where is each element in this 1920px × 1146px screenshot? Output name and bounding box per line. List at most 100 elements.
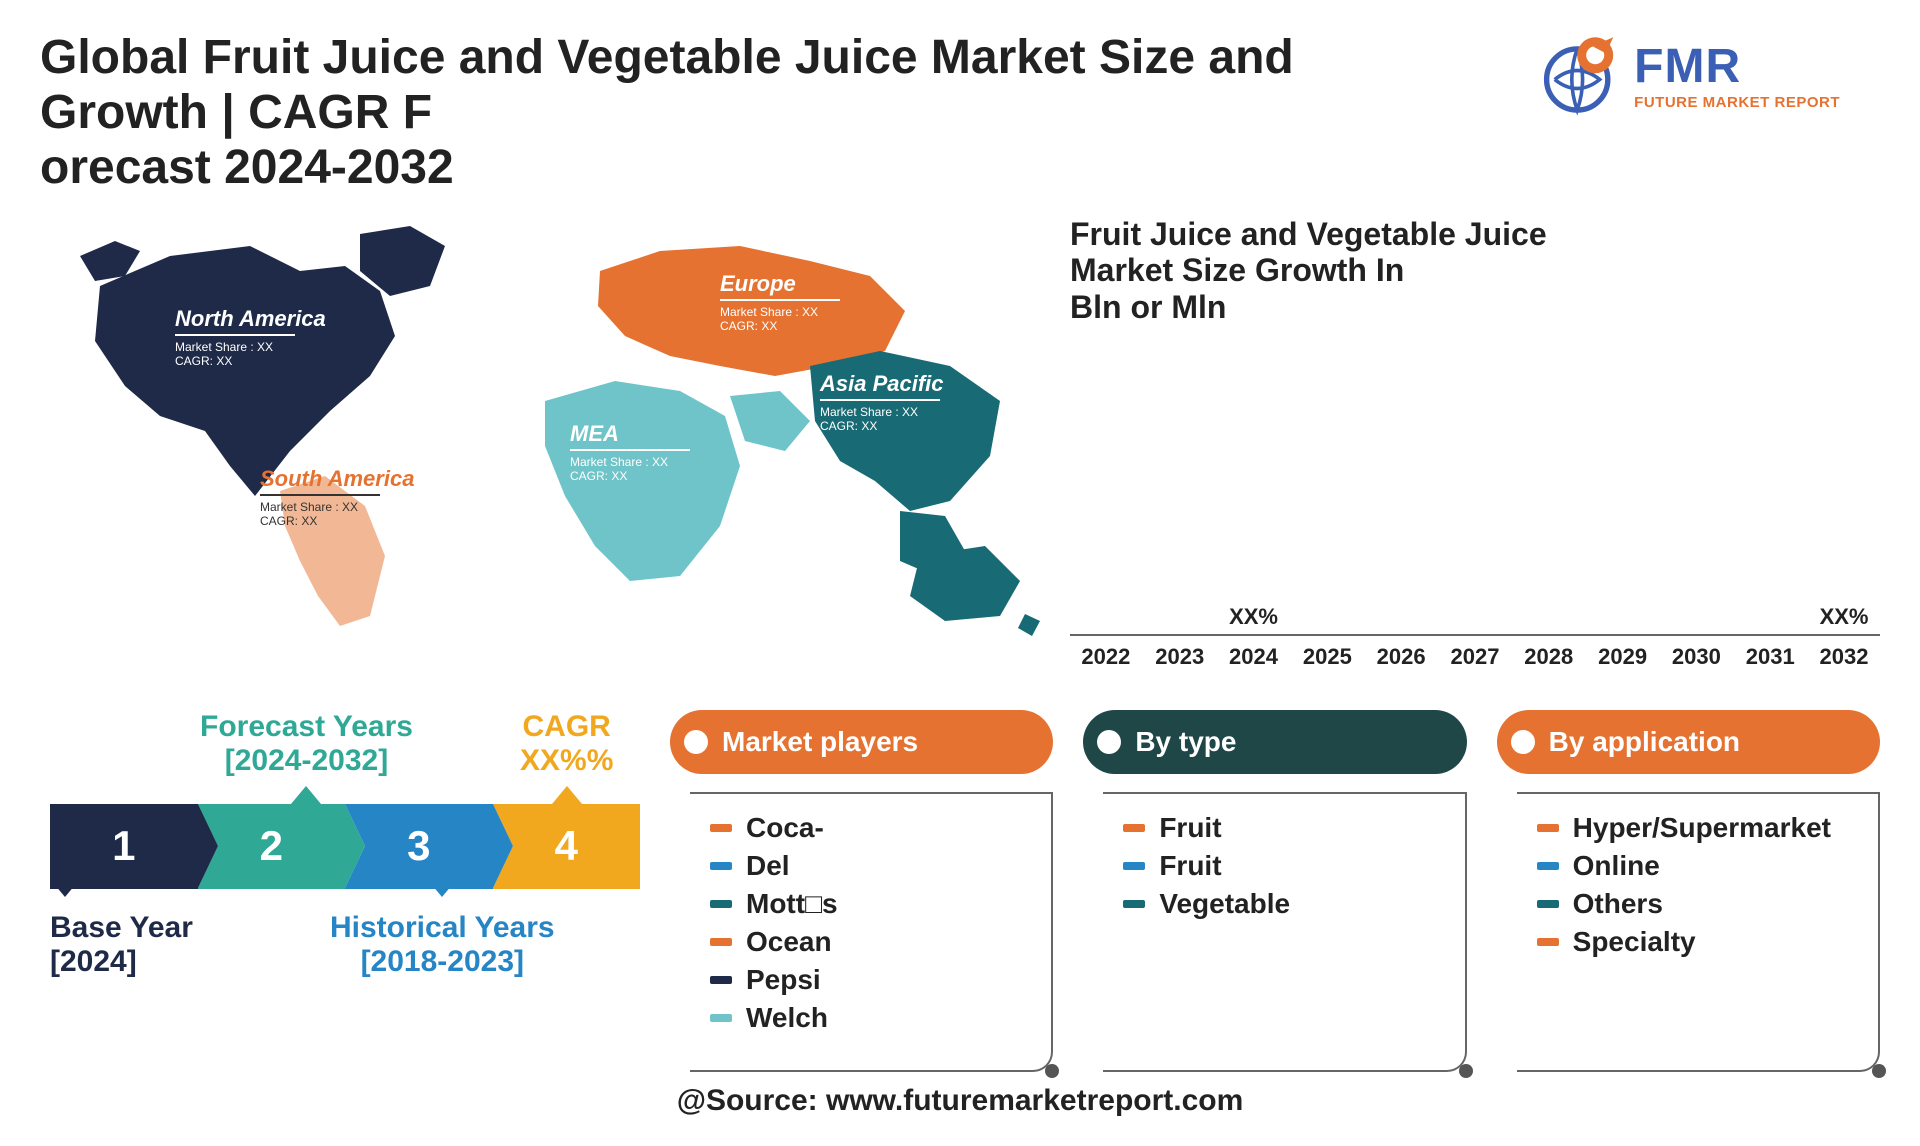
list-item: Specialty <box>1537 926 1868 958</box>
item-text: Others <box>1573 888 1663 920</box>
callout-hist: Historical Years [2018-2023] <box>330 877 555 979</box>
logo-main: FMR <box>1634 39 1840 94</box>
x-label: 2030 <box>1669 644 1725 670</box>
list-type: Fruit Fruit Vegetable <box>1103 812 1454 920</box>
triangle-up-icon <box>291 786 321 804</box>
list-players: Coca- Del Mott□s Ocean Pepsi Welch <box>690 812 1041 1034</box>
tick-icon <box>710 976 732 984</box>
x-label: 2032 <box>1816 644 1872 670</box>
list-item: Vegetable <box>1123 888 1454 920</box>
x-axis-labels: 2022 2023 2024 2025 2026 2027 2028 2029 2030 2031… <box>1070 636 1880 670</box>
list-item: Fruit <box>1123 850 1454 882</box>
cat-pill-type: By type <box>1083 710 1466 774</box>
tick-icon <box>1123 824 1145 832</box>
source-attribution: @Source: www.futuremarketreport.com <box>0 1084 1920 1118</box>
x-label: 2026 <box>1373 644 1429 670</box>
list-item: Hyper/Supermarket <box>1537 812 1868 844</box>
cat-dot-icon <box>684 730 708 754</box>
callout-forecast: Forecast Years [2024-2032] <box>200 710 413 812</box>
x-label: 2022 <box>1078 644 1134 670</box>
lower-section: Forecast Years [2024-2032] CAGR XX%% 1 2… <box>40 710 1880 1072</box>
callout-base: Base Year [2024] <box>50 877 193 979</box>
list-item: Del <box>710 850 1041 882</box>
list-item: Online <box>1537 850 1868 882</box>
list-item: Welch <box>710 1002 1041 1034</box>
region-greenland <box>360 226 445 296</box>
item-text: Specialty <box>1573 926 1696 958</box>
item-text: Hyper/Supermarket <box>1573 812 1831 844</box>
tick-icon <box>1537 900 1559 908</box>
list-item: Ocean <box>710 926 1041 958</box>
tick-icon <box>710 938 732 946</box>
triangle-down-icon <box>427 879 457 897</box>
label-europe: Europe Market Share : XX CAGR: XX <box>720 271 840 334</box>
bars-area: XX%XX% <box>1070 346 1880 636</box>
item-text: Mott□s <box>746 888 838 920</box>
category-by-application: By application Hyper/Supermarket Online Ot… <box>1497 710 1880 1072</box>
region-mea-b <box>730 391 810 451</box>
tick-icon <box>710 824 732 832</box>
tl-step-2: 2 <box>198 804 346 889</box>
item-text: Coca- <box>746 812 824 844</box>
brand-logo: FMR FUTURE MARKET REPORT <box>1534 30 1880 120</box>
list-item: Coca- <box>710 812 1041 844</box>
category-market-players: Market players Coca-DelMott□sOceanPepsiW… <box>670 710 1053 1072</box>
tick-icon <box>710 900 732 908</box>
label-mea: MEA Market Share : XX CAGR: XX <box>570 421 690 484</box>
tick-icon <box>1123 862 1145 870</box>
tick-icon <box>1123 900 1145 908</box>
category-by-type: By type Fruit Fruit Vegetable <box>1083 710 1466 1072</box>
label-north-america: North America Market Share : XX CAGR: XX <box>175 306 326 369</box>
list-application: Hyper/Supermarket Online Others Specialty <box>1517 812 1868 958</box>
label-south-america: South America Market Share : XX CAGR: XX <box>260 466 414 529</box>
upper-section: North America Market Share : XX CAGR: XX… <box>40 216 1880 670</box>
item-text: Vegetable <box>1159 888 1290 920</box>
list-item: Fruit <box>1123 812 1454 844</box>
tick-icon <box>1537 938 1559 946</box>
cat-pill-app: By application <box>1497 710 1880 774</box>
bar-chart: Fruit Juice and Vegetable Juice Market S… <box>1070 216 1880 670</box>
x-label: 2029 <box>1595 644 1651 670</box>
item-text: Ocean <box>746 926 832 958</box>
tick-icon <box>1537 862 1559 870</box>
timeline-block: Forecast Years [2024-2032] CAGR XX%% 1 2… <box>50 710 640 889</box>
x-label: 2028 <box>1521 644 1577 670</box>
list-item: Pepsi <box>710 964 1041 996</box>
page-title: Global Fruit Juice and Vegetable Juice M… <box>40 30 1340 196</box>
header: Global Fruit Juice and Vegetable Juice M… <box>40 30 1880 196</box>
item-text: Fruit <box>1159 812 1221 844</box>
region-nz <box>1018 614 1040 636</box>
tick-icon <box>710 862 732 870</box>
title-line-1: Global Fruit Juice and Vegetable Juice M… <box>40 31 1294 139</box>
tick-icon <box>710 1014 732 1022</box>
x-label: 2024 <box>1226 644 1282 670</box>
item-text: Pepsi <box>746 964 821 996</box>
cat-dot-icon <box>1097 730 1121 754</box>
triangle-down-icon <box>50 879 80 897</box>
x-label: 2031 <box>1742 644 1798 670</box>
cat-dot-icon <box>1511 730 1535 754</box>
callout-cagr: CAGR XX%% <box>520 710 613 812</box>
triangle-up-icon <box>552 786 582 804</box>
item-text: Fruit <box>1159 850 1221 882</box>
world-map: North America Market Share : XX CAGR: XX… <box>40 216 1040 636</box>
x-label: 2023 <box>1152 644 1208 670</box>
region-north-america <box>95 246 395 496</box>
region-australia <box>910 546 1020 621</box>
x-label: 2025 <box>1299 644 1355 670</box>
item-text: Del <box>746 850 790 882</box>
tick-icon <box>1537 824 1559 832</box>
x-label: 2027 <box>1447 644 1503 670</box>
logo-text: FMR FUTURE MARKET REPORT <box>1634 39 1840 111</box>
list-item: Mott□s <box>710 888 1041 920</box>
title-line-2: orecast 2024-2032 <box>40 141 454 194</box>
logo-sub: FUTURE MARKET REPORT <box>1634 94 1840 111</box>
bars-container: XX%XX% <box>1070 346 1880 634</box>
label-asia-pacific: Asia Pacific Market Share : XX CAGR: XX <box>820 371 944 434</box>
logo-globe-icon <box>1534 30 1624 120</box>
bar-callout: XX% <box>1816 604 1872 628</box>
infographic-root: Global Fruit Juice and Vegetable Juice M… <box>0 0 1920 1146</box>
item-text: Online <box>1573 850 1660 882</box>
chart-title: Fruit Juice and Vegetable Juice Market S… <box>1070 216 1880 326</box>
list-item: Others <box>1537 888 1868 920</box>
